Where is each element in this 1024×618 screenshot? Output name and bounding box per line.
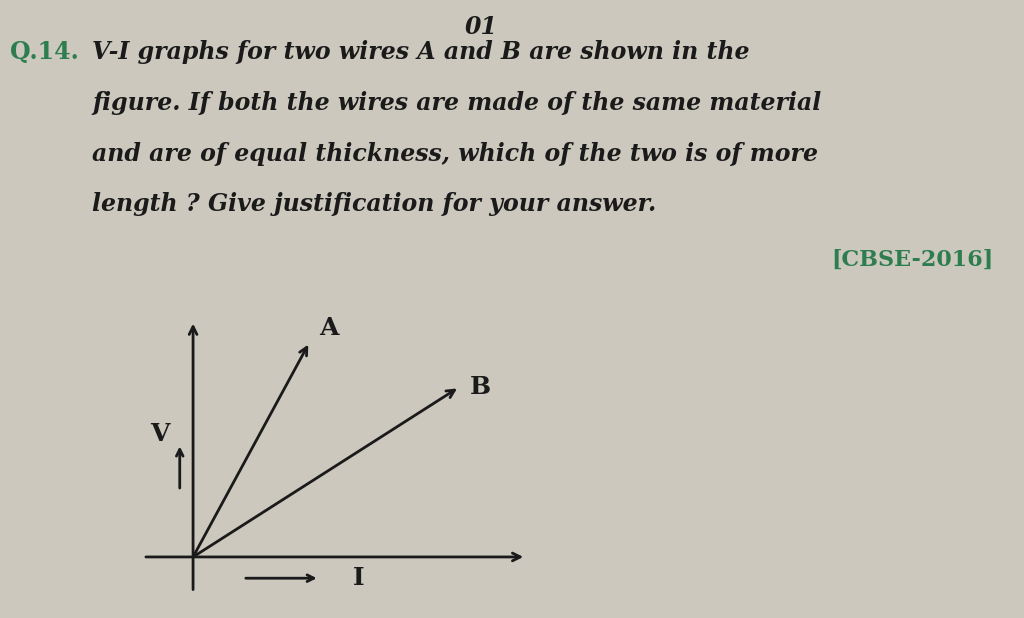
Text: V: V	[151, 422, 169, 446]
Text: V-I graphs for two wires A and B are shown in the: V-I graphs for two wires A and B are sho…	[92, 40, 750, 64]
Text: length ? Give justification for your answer.: length ? Give justification for your ans…	[92, 192, 656, 216]
Text: [CBSE-2016]: [CBSE-2016]	[831, 249, 993, 271]
Text: I: I	[353, 566, 365, 590]
Text: figure. If both the wires are made of the same material: figure. If both the wires are made of th…	[92, 91, 821, 115]
Text: and are of equal thickness, which of the two is of more: and are of equal thickness, which of the…	[92, 142, 818, 166]
Text: B: B	[469, 375, 490, 399]
Text: A: A	[319, 316, 339, 340]
Text: Q.14.: Q.14.	[10, 40, 79, 64]
Text: 01: 01	[465, 15, 498, 40]
